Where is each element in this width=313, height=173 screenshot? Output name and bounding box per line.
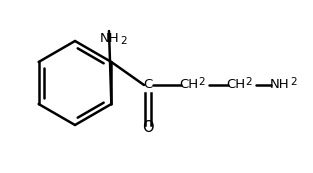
Text: 2: 2 (121, 36, 127, 46)
Text: CH: CH (179, 79, 198, 92)
Text: NH: NH (270, 79, 290, 92)
Text: NH: NH (100, 31, 120, 44)
Text: O: O (142, 120, 154, 135)
Text: CH: CH (226, 79, 246, 92)
Text: 2: 2 (291, 77, 297, 87)
Text: 2: 2 (199, 77, 205, 87)
Text: C: C (143, 79, 153, 92)
Text: 2: 2 (246, 77, 252, 87)
